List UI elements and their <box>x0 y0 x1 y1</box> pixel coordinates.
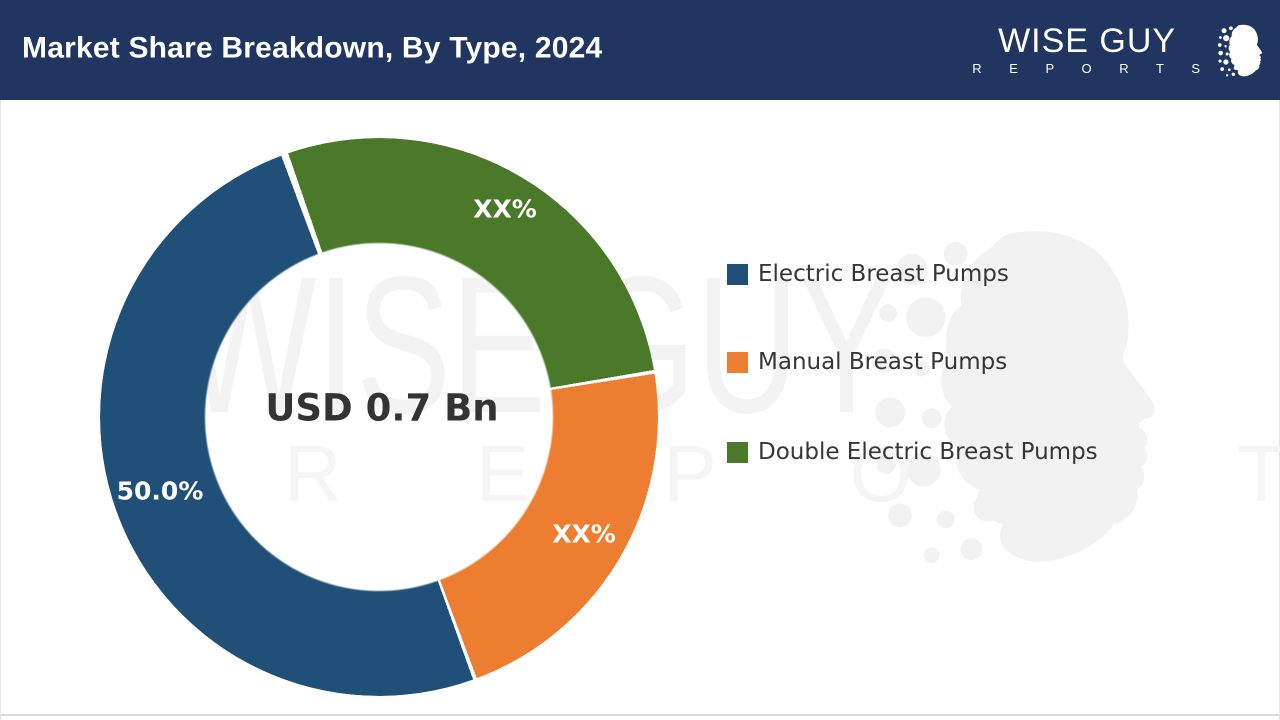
slice-label-electric: 50.0% <box>116 476 204 506</box>
logo-reports: R E P O R T S <box>972 61 1212 77</box>
slice-label-manual: XX% <box>552 519 616 549</box>
donut-center-value: USD 0.7 Bn <box>265 386 499 430</box>
header-bar: Market Share Breakdown, By Type, 2024 WI… <box>0 0 1280 100</box>
legend-swatch-electric <box>727 263 748 285</box>
page-title: Market Share Breakdown, By Type, 2024 <box>22 31 603 65</box>
bottom-divider <box>1 714 1279 716</box>
legend-item-manual: Manual Breast Pumps <box>727 348 1007 376</box>
donut-ring <box>100 138 658 696</box>
legend-item-electric: Electric Breast Pumps <box>727 260 1009 288</box>
legend-item-double-electric: Double Electric Breast Pumps <box>727 438 1098 466</box>
logo-text: WISE GUY R E P O R T S <box>962 21 1212 77</box>
legend-label-manual: Manual Breast Pumps <box>758 349 1008 375</box>
legend-swatch-manual <box>727 351 748 373</box>
legend-label-electric: Electric Breast Pumps <box>758 261 1009 287</box>
logo-wordmark: WISE GUY <box>998 21 1177 60</box>
logo-face-icon <box>1217 24 1262 77</box>
donut-chart: 50.0% XX% XX% USD 0.7 Bn <box>100 138 658 696</box>
slice-label-double-electric: XX% <box>473 194 537 224</box>
legend-swatch-double-electric <box>727 441 748 463</box>
wise-guy-reports-logo: WISE GUY R E P O R T S <box>962 8 1264 92</box>
legend-label-double-electric: Double Electric Breast Pumps <box>758 439 1098 465</box>
